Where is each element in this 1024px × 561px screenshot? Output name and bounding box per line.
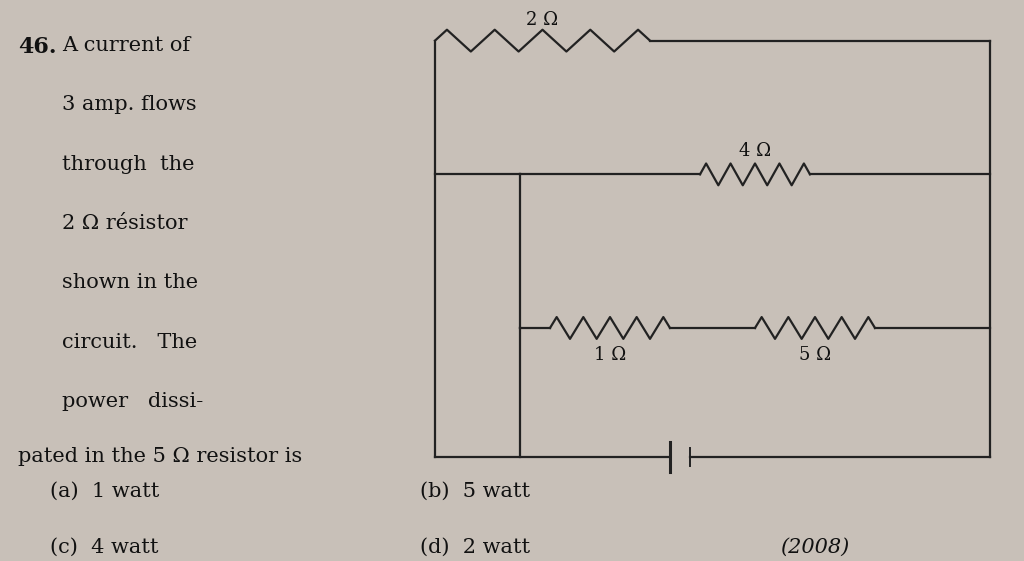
Text: 2 Ω résistor: 2 Ω résistor (62, 214, 187, 233)
Text: pated in the 5 Ω resistor is: pated in the 5 Ω resistor is (18, 447, 302, 466)
Text: 3 amp. flows: 3 amp. flows (62, 95, 197, 114)
Text: shown in the: shown in the (62, 273, 198, 292)
Text: through  the: through the (62, 155, 195, 173)
Text: (b)  5 watt: (b) 5 watt (420, 481, 530, 500)
Text: 2 Ω: 2 Ω (526, 11, 558, 29)
Text: circuit.   The: circuit. The (62, 333, 198, 352)
Text: 46.: 46. (18, 36, 56, 58)
Text: (2008): (2008) (780, 538, 849, 557)
Text: 4 Ω: 4 Ω (739, 141, 771, 159)
Text: 5 Ω: 5 Ω (799, 346, 831, 364)
Text: (a)  1 watt: (a) 1 watt (50, 481, 160, 500)
Text: (d)  2 watt: (d) 2 watt (420, 538, 530, 557)
Text: (c)  4 watt: (c) 4 watt (50, 538, 159, 557)
Text: 1 Ω: 1 Ω (594, 346, 626, 364)
Text: power   dissi-: power dissi- (62, 392, 203, 411)
Text: A current of: A current of (62, 36, 190, 54)
